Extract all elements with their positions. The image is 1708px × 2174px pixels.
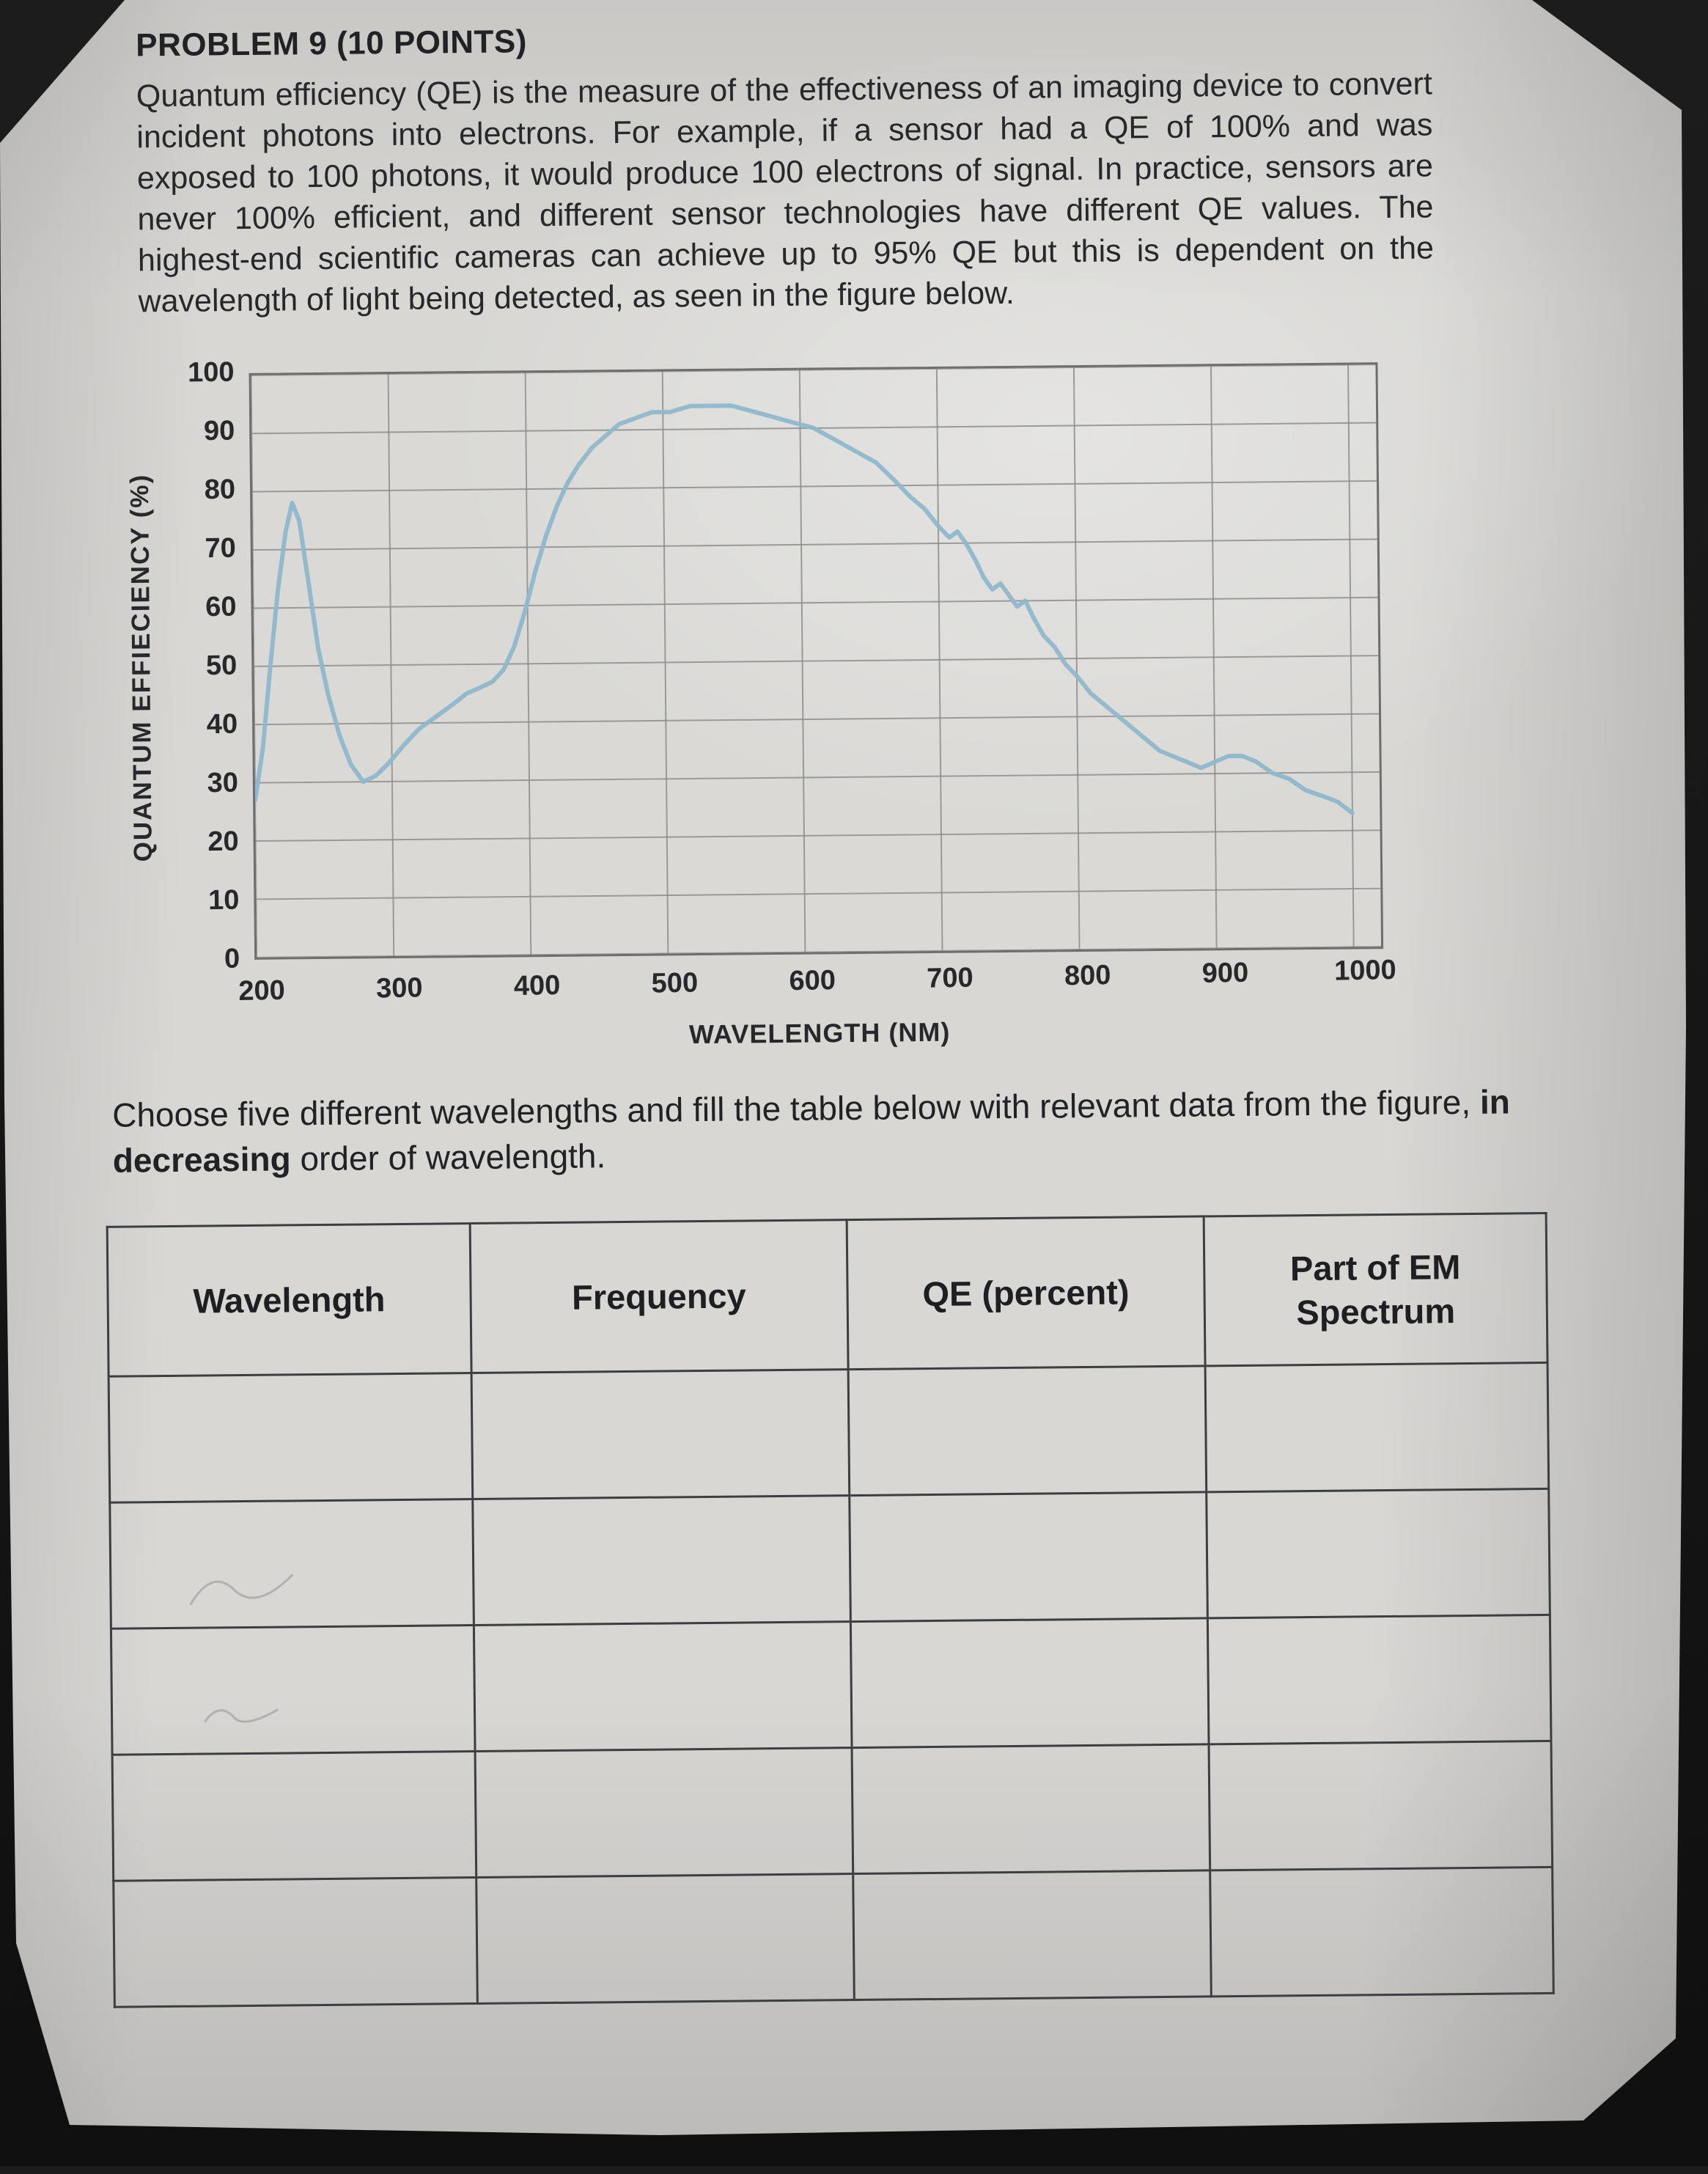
table-cell-empty (853, 1870, 1212, 2000)
x-tick-label: 600 (789, 965, 836, 997)
problem-statement: Quantum efficiency (QE) is the measure o… (136, 66, 1435, 320)
table-instruction: Choose five different wavelengths and fi… (112, 1079, 1550, 1183)
y-tick-label: 60 (205, 591, 237, 623)
qe-curve (251, 364, 1382, 958)
table-cell-empty (111, 1625, 475, 1755)
table-cell-empty (848, 1365, 1207, 1496)
table-cell-empty (471, 1369, 850, 1499)
problem-title: PROBLEM 9 (10 POINTS) (135, 23, 528, 64)
x-tick-label: 700 (926, 962, 974, 994)
table-cell-empty (849, 1491, 1208, 1622)
y-tick-label: 70 (205, 532, 236, 565)
x-tick-label: 300 (375, 972, 423, 1005)
table-cell-empty (108, 1373, 473, 1503)
table-cell-empty (1207, 1615, 1551, 1744)
table-cell-empty (474, 1621, 853, 1752)
table-cell-empty (113, 1877, 478, 2008)
table-header-row: Wavelength Frequency QE (percent) Part of E… (107, 1213, 1548, 1377)
table-cell-empty (852, 1744, 1210, 1874)
pencil-mark (203, 1708, 279, 1723)
table-row (113, 1867, 1554, 2008)
table-cell-empty (850, 1617, 1209, 1748)
x-tick-label: 400 (513, 969, 561, 1002)
table-cell-empty (474, 1747, 853, 1878)
y-tick-label: 100 (187, 356, 235, 389)
table-cell-empty (1206, 1488, 1550, 1618)
x-tick-label: 500 (651, 967, 699, 999)
table-row (109, 1488, 1550, 1629)
y-tick-label: 10 (207, 884, 240, 917)
table-cell-empty (472, 1495, 851, 1626)
answer-table: Wavelength Frequency QE (percent) Part of E… (106, 1212, 1555, 2008)
y-tick-label: 80 (204, 474, 236, 506)
table-cell-empty (1210, 1867, 1554, 1997)
x-tick-label: 1000 (1333, 955, 1397, 987)
chart-x-axis-label: WAVELENGTH (NM) (688, 1016, 951, 1050)
y-tick-label: 20 (207, 826, 239, 858)
instruction-text: Choose five different wavelengths and fi… (111, 1082, 1481, 1134)
table-header-part-of-em-spectrum: Part of EM Spectrum (1203, 1213, 1548, 1366)
table-row (111, 1615, 1551, 1755)
x-tick-label: 900 (1201, 957, 1249, 989)
chart-x-tick-labels: 200 300 400 500 600 700 800 900 1000 (238, 955, 1396, 1012)
table-cell-empty (112, 1751, 476, 1881)
table-row (108, 1362, 1549, 1503)
chart-y-tick-labels: 0 10 20 30 40 50 60 70 80 90 100 (142, 357, 240, 974)
x-tick-label: 800 (1064, 960, 1111, 992)
table-cell-empty (1204, 1362, 1549, 1492)
y-tick-label: 40 (206, 708, 238, 741)
y-tick-label: 50 (205, 650, 238, 682)
instruction-text-suffix: order of wavelength. (290, 1136, 606, 1178)
pencil-mark (189, 1573, 294, 1606)
table-row (112, 1741, 1553, 1881)
table-header-wavelength: Wavelength (107, 1223, 471, 1377)
y-tick-label: 0 (224, 943, 240, 974)
chart-plot-area (249, 362, 1384, 960)
table-header-qe-percent: QE (percent) (847, 1216, 1205, 1370)
y-tick-label: 90 (203, 415, 235, 447)
x-tick-label: 200 (238, 974, 286, 1007)
table-header-frequency: Frequency (469, 1219, 849, 1373)
qe-chart: QUANTUM EFFIECIENCY (%) 0 10 20 30 40 50 60 70 8… (0, 0, 1686, 1049)
table-cell-empty (1208, 1741, 1553, 1870)
y-tick-label: 30 (207, 767, 239, 799)
table-cell-empty (476, 1873, 855, 2004)
